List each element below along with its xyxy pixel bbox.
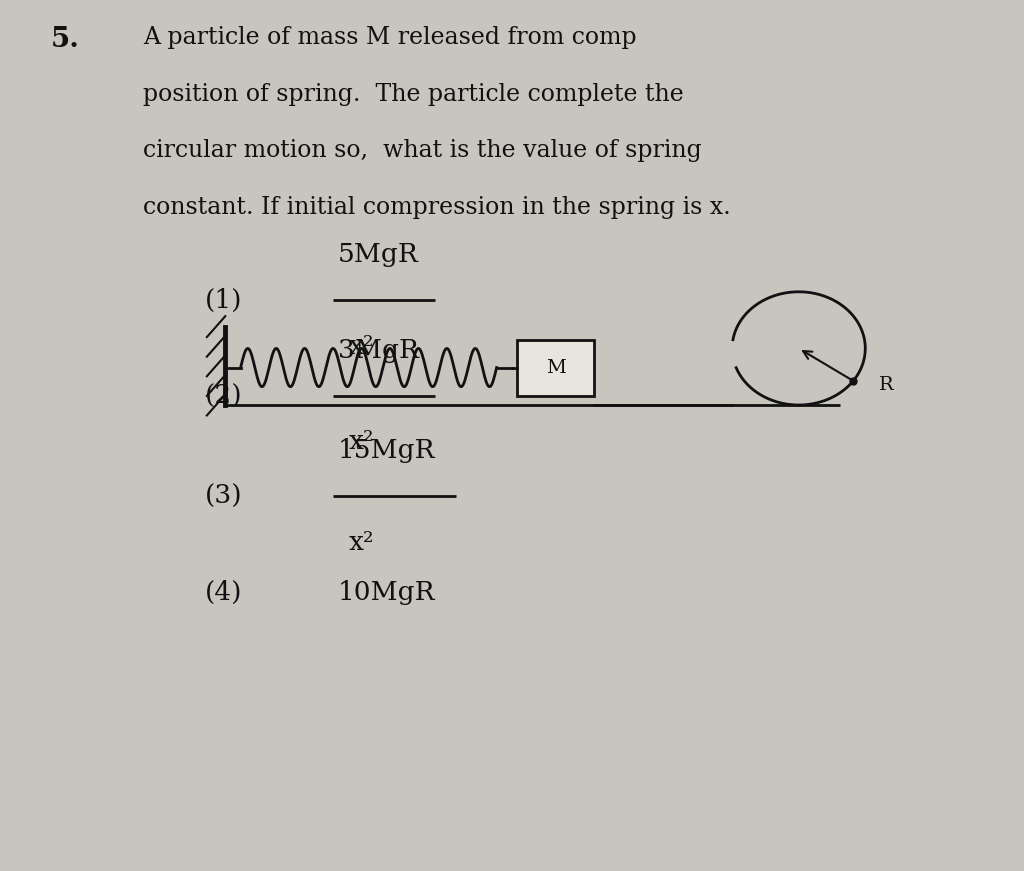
Text: 5.: 5. [51, 26, 80, 53]
Text: M: M [546, 359, 565, 377]
Text: constant. If initial compression in the spring is x.: constant. If initial compression in the … [143, 196, 731, 219]
Text: position of spring.  The particle complete the: position of spring. The particle complet… [143, 83, 684, 105]
Text: (4): (4) [205, 580, 243, 604]
Text: x²: x² [348, 334, 374, 359]
Text: 10MgR: 10MgR [338, 580, 435, 604]
Text: x²: x² [348, 530, 374, 555]
Text: circular motion so,  what is the value of spring: circular motion so, what is the value of… [143, 139, 702, 162]
Text: (1): (1) [205, 288, 243, 313]
Text: 5MgR: 5MgR [338, 242, 419, 267]
Text: (2): (2) [205, 384, 243, 408]
Text: R: R [879, 376, 894, 395]
Text: x²: x² [348, 429, 374, 455]
Bar [517, 340, 594, 396]
Text: 3MgR: 3MgR [338, 338, 419, 363]
Text: 15MgR: 15MgR [338, 438, 435, 463]
Text: A particle of mass M released from comp: A particle of mass M released from comp [143, 26, 637, 49]
Text: (3): (3) [205, 484, 243, 509]
